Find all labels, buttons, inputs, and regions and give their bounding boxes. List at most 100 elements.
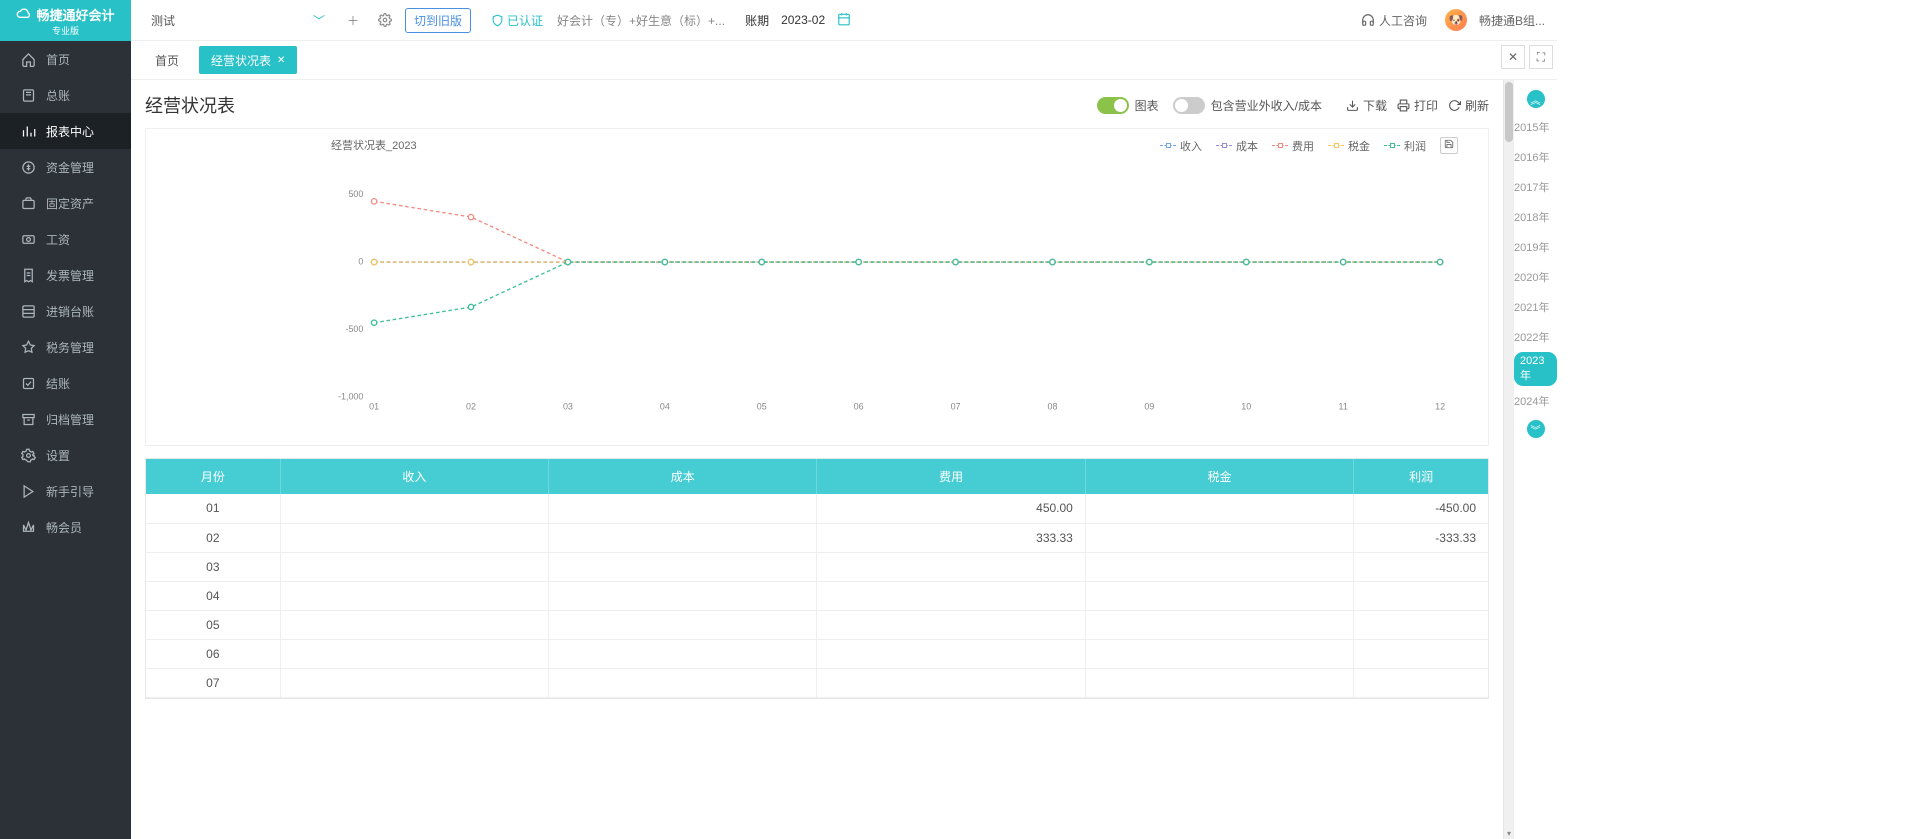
table-cell [817,610,1085,639]
table-cell [1085,494,1353,523]
year-item[interactable]: 2016年 [1514,142,1557,172]
close-all-button[interactable]: ✕ [1501,45,1525,69]
table-cell [1354,552,1488,581]
sidebar-item-vip[interactable]: 畅会员 [0,509,131,545]
year-up-button[interactable]: ︽ [1527,90,1545,108]
legend-item-income[interactable]: 收入 [1160,138,1202,154]
year-item[interactable]: 2018年 [1514,202,1557,232]
guide-icon [20,483,36,499]
table-cell [280,610,548,639]
table-cell [280,668,548,697]
calendar-icon[interactable] [837,12,851,29]
table-cell [1085,668,1353,697]
toggle-chart[interactable] [1097,97,1129,114]
scroll-thumb[interactable] [1505,82,1513,142]
tab-close-icon[interactable]: ✕ [277,55,285,66]
table-cell [280,523,548,552]
toggle-extra[interactable] [1173,97,1205,114]
table-cell: -450.00 [1354,494,1488,523]
sidebar-item-label: 归档管理 [46,411,94,428]
company-select[interactable]: 测试 ﹀ [143,6,333,34]
chart-card: 经营状况表_2023 收入成本费用税金利润 -1,000-50005000102… [145,128,1489,446]
content-scrollbar[interactable]: ▾ [1503,80,1513,839]
year-item[interactable]: 2017年 [1514,172,1557,202]
svg-text:05: 05 [757,402,767,412]
year-item[interactable]: 2019年 [1514,232,1557,262]
year-item[interactable]: 2023年 [1514,352,1557,386]
year-item[interactable]: 2024年 [1514,386,1557,416]
sidebar-item-label: 工资 [46,231,70,248]
chart-save-icon[interactable] [1440,137,1458,154]
table-cell [817,668,1085,697]
table-cell [549,552,817,581]
table-cell [817,581,1085,610]
print-button[interactable]: 打印 [1397,97,1438,114]
sidebar: 畅捷通好会计 专业版 首页总账报表中心资金管理固定资产工资发票管理进销台账税务管… [0,0,131,839]
sidebar-item-label: 新手引导 [46,483,94,500]
add-button[interactable]: ＋ [341,8,365,32]
legend-item-tax[interactable]: 税金 [1328,138,1370,154]
settings-icon [20,447,36,463]
year-down-button[interactable]: ︾ [1527,420,1545,438]
table-cell: -333.33 [1354,523,1488,552]
year-item[interactable]: 2022年 [1514,322,1557,352]
table-row: 06 [146,639,1488,668]
archive-icon [20,411,36,427]
switch-old-button[interactable]: 切到旧版 [405,8,471,33]
sidebar-item-close[interactable]: 结账 [0,365,131,401]
sidebar-item-fund[interactable]: 资金管理 [0,149,131,185]
user-name[interactable]: 畅捷通B组... [1479,12,1545,29]
sidebar-item-guide[interactable]: 新手引导 [0,473,131,509]
avatar[interactable]: 🐶 [1445,9,1467,31]
sidebar-item-inout[interactable]: 进销台账 [0,293,131,329]
headset-icon [1361,13,1375,27]
table-cell [1354,610,1488,639]
table-row: 07 [146,668,1488,697]
print-label: 打印 [1414,97,1438,114]
table-header: 费用 [817,459,1085,494]
year-item[interactable]: 2020年 [1514,262,1557,292]
sidebar-item-label: 结账 [46,375,70,392]
legend-item-cost[interactable]: 成本 [1216,138,1258,154]
brand-logo[interactable]: 畅捷通好会计 专业版 [0,0,131,41]
svg-text:08: 08 [1047,402,1057,412]
legend-item-profit[interactable]: 利润 [1384,138,1426,154]
legend-item-expense[interactable]: 费用 [1272,138,1314,154]
refresh-button[interactable]: 刷新 [1448,97,1489,114]
period-value[interactable]: 2023-02 [781,13,825,27]
sidebar-item-home[interactable]: 首页 [0,41,131,77]
legend-label: 税金 [1348,138,1370,154]
year-item[interactable]: 2021年 [1514,292,1557,322]
sidebar-item-archive[interactable]: 归档管理 [0,401,131,437]
table-cell: 06 [146,639,280,668]
year-item[interactable]: 2015年 [1514,112,1557,142]
support-link[interactable]: 人工咨询 [1361,12,1427,29]
sidebar-item-asset[interactable]: 固定资产 [0,185,131,221]
tab-home[interactable]: 首页 [143,46,191,74]
sidebar-item-salary[interactable]: 工资 [0,221,131,257]
expand-button[interactable]: ⛶ [1529,45,1553,69]
gear-icon [378,13,392,27]
table-cell [280,552,548,581]
sidebar-item-label: 畅会员 [46,519,82,536]
scroll-down-icon[interactable]: ▾ [1504,827,1514,839]
sidebar-item-tax[interactable]: 税务管理 [0,329,131,365]
table-cell [549,610,817,639]
sidebar-item-settings[interactable]: 设置 [0,437,131,473]
table-row: 01450.00-450.00 [146,494,1488,523]
table-cell [1354,581,1488,610]
tab-bar: 首页 经营状况表 ✕ ✕ ⛶ [131,41,1557,80]
settings-icon-button[interactable] [373,8,397,32]
sidebar-item-invoice[interactable]: 发票管理 [0,257,131,293]
support-text: 人工咨询 [1379,12,1427,29]
sidebar-item-report[interactable]: 报表中心 [0,113,131,149]
table-cell: 04 [146,581,280,610]
svg-text:01: 01 [369,402,379,412]
sidebar-item-label: 总账 [46,87,70,104]
sidebar-item-ledger[interactable]: 总账 [0,77,131,113]
legend-label: 费用 [1292,138,1314,154]
tab-report[interactable]: 经营状况表 ✕ [199,46,297,74]
inout-icon [20,303,36,319]
download-button[interactable]: 下载 [1346,97,1387,114]
table-cell [1354,668,1488,697]
